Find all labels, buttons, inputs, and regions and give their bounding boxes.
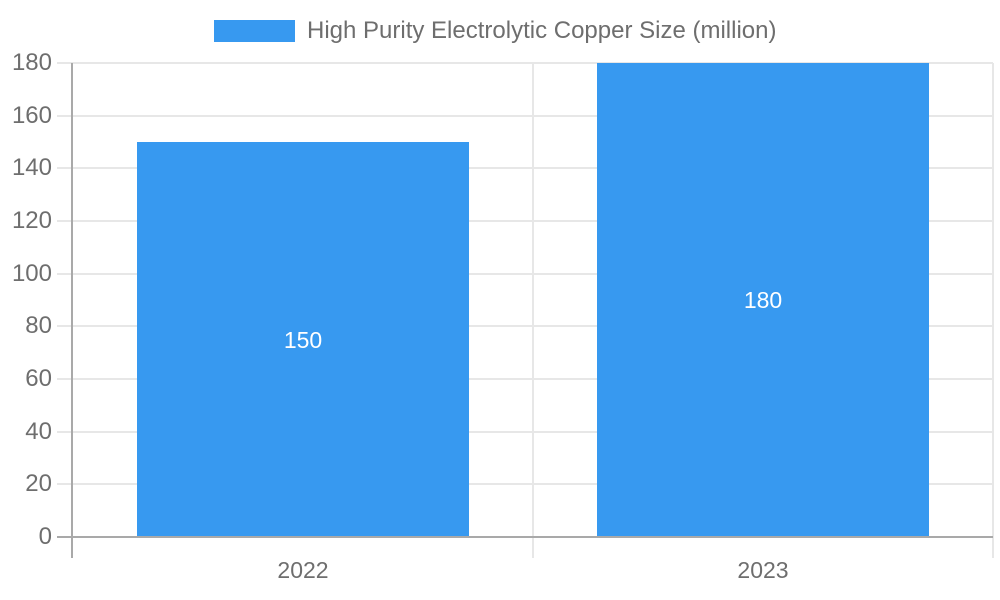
y-tick-label: 180 xyxy=(11,49,52,76)
bar-value-label: 150 xyxy=(283,326,323,353)
y-tick-label: 100 xyxy=(11,259,52,287)
y-tick-label: 160 xyxy=(11,101,52,129)
y-tick-label: 140 xyxy=(11,154,52,182)
y-tick-label: 40 xyxy=(25,417,52,445)
y-tick-label: 120 xyxy=(11,207,52,234)
y-tick-label: 20 xyxy=(25,470,52,498)
legend[interactable]: High Purity Electrolytic Copper Size (mi… xyxy=(214,17,776,45)
legend-label: High Purity Electrolytic Copper Size (mi… xyxy=(307,17,777,44)
y-tick-label: 80 xyxy=(25,312,52,340)
y-gridline xyxy=(57,114,993,117)
y-tick-label: 0 xyxy=(38,523,52,550)
y-gridline xyxy=(57,272,993,275)
y-gridline xyxy=(57,430,993,433)
legend-swatch xyxy=(214,20,295,42)
y-gridline xyxy=(57,325,993,328)
y-gridline xyxy=(57,220,993,222)
x-boundary-gridline xyxy=(532,63,534,558)
bar-2022[interactable] xyxy=(137,142,469,537)
x-tick-label-2022: 2022 xyxy=(277,557,329,583)
y-gridline xyxy=(57,62,993,64)
bar-2023[interactable] xyxy=(597,63,929,537)
y-axis-line xyxy=(71,63,73,558)
y-gridline xyxy=(57,167,993,170)
x-boundary-gridline xyxy=(992,63,994,558)
bar-value-label: 180 xyxy=(743,287,783,313)
y-tick-label: 60 xyxy=(25,365,52,392)
y-gridline xyxy=(57,378,993,380)
plot-area: 150 180 xyxy=(57,62,994,558)
y-gridline xyxy=(57,483,993,486)
x-tick-label-2023: 2023 xyxy=(737,557,789,583)
x-axis-baseline xyxy=(57,536,993,538)
